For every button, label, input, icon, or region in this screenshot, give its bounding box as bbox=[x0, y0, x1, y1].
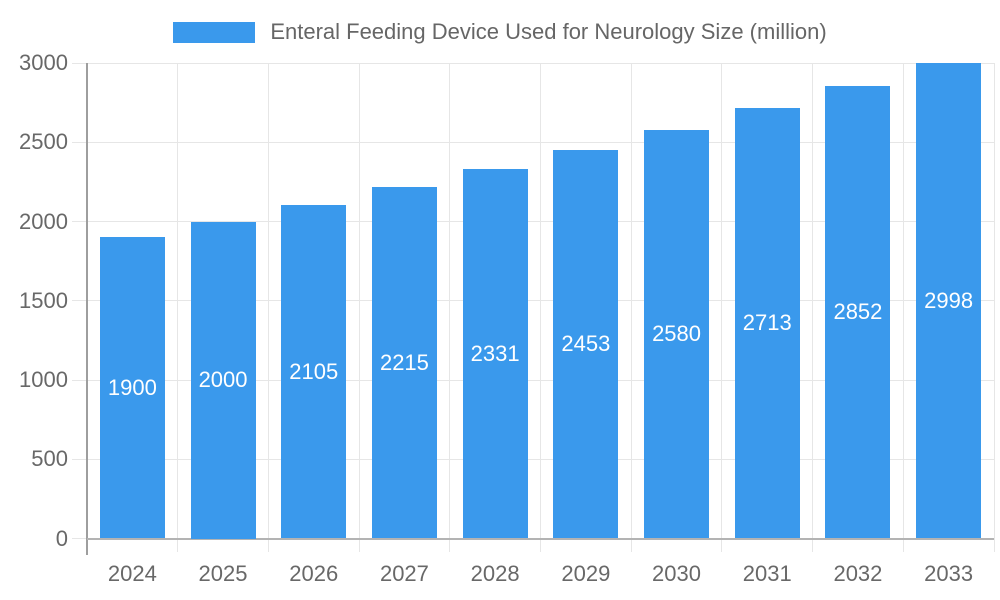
y-tick-label: 1500 bbox=[19, 287, 68, 313]
legend-label: Enteral Feeding Device Used for Neurolog… bbox=[270, 19, 827, 44]
x-tick-label: 2030 bbox=[652, 561, 701, 586]
y-axis-tick bbox=[72, 300, 87, 302]
legend-swatch bbox=[173, 21, 256, 43]
legend[interactable]: Enteral Feeding Device Used for Neurolog… bbox=[0, 17, 1000, 47]
x-tick-label: 2033 bbox=[924, 561, 974, 586]
y-tick-label: 2500 bbox=[19, 129, 68, 155]
y-axis-tick bbox=[72, 458, 87, 460]
x-tick-label: 2026 bbox=[289, 561, 339, 586]
bar-2025[interactable] bbox=[190, 221, 256, 539]
x-tick-label: 2025 bbox=[198, 561, 248, 586]
bar-2030[interactable] bbox=[644, 129, 710, 539]
x-gridline bbox=[630, 63, 632, 552]
x-tick-label: 2029 bbox=[561, 561, 611, 586]
y-tick-label: 0 bbox=[55, 525, 68, 551]
y-axis-tick bbox=[72, 538, 87, 539]
bar-2028[interactable] bbox=[462, 169, 528, 539]
y-axis-line bbox=[86, 63, 88, 555]
y-tick-label: 1000 bbox=[19, 367, 68, 392]
bar-2031[interactable] bbox=[734, 108, 800, 539]
x-gridline bbox=[993, 63, 995, 552]
x-gridline bbox=[721, 63, 723, 552]
bar-2027[interactable] bbox=[371, 187, 437, 539]
x-gridline bbox=[902, 63, 904, 552]
x-gridline bbox=[267, 63, 269, 552]
bar-2033[interactable] bbox=[916, 63, 982, 539]
x-tick-label: 2028 bbox=[470, 561, 520, 586]
y-tick-label: 2000 bbox=[19, 208, 68, 234]
x-tick-label: 2027 bbox=[379, 561, 429, 586]
bar-2026[interactable] bbox=[281, 204, 347, 539]
bar-2024[interactable] bbox=[99, 237, 165, 539]
y-axis-tick bbox=[72, 221, 87, 222]
x-tick-label: 2031 bbox=[742, 561, 792, 586]
y-tick-label: 500 bbox=[31, 446, 68, 472]
x-tick-label: 2032 bbox=[833, 561, 883, 586]
x-gridline bbox=[358, 63, 360, 552]
y-axis-tick bbox=[72, 62, 87, 64]
y-tick-label: 3000 bbox=[19, 50, 68, 75]
x-gridline bbox=[177, 63, 179, 552]
bar-2029[interactable] bbox=[553, 149, 619, 539]
bar-2032[interactable] bbox=[825, 86, 891, 539]
x-axis-line bbox=[87, 537, 994, 540]
x-gridline bbox=[449, 63, 451, 552]
x-gridline bbox=[540, 63, 541, 552]
y-axis-tick bbox=[72, 379, 87, 381]
x-gridline bbox=[812, 63, 814, 552]
y-axis-tick bbox=[72, 141, 87, 143]
x-tick-label: 2024 bbox=[107, 561, 157, 586]
